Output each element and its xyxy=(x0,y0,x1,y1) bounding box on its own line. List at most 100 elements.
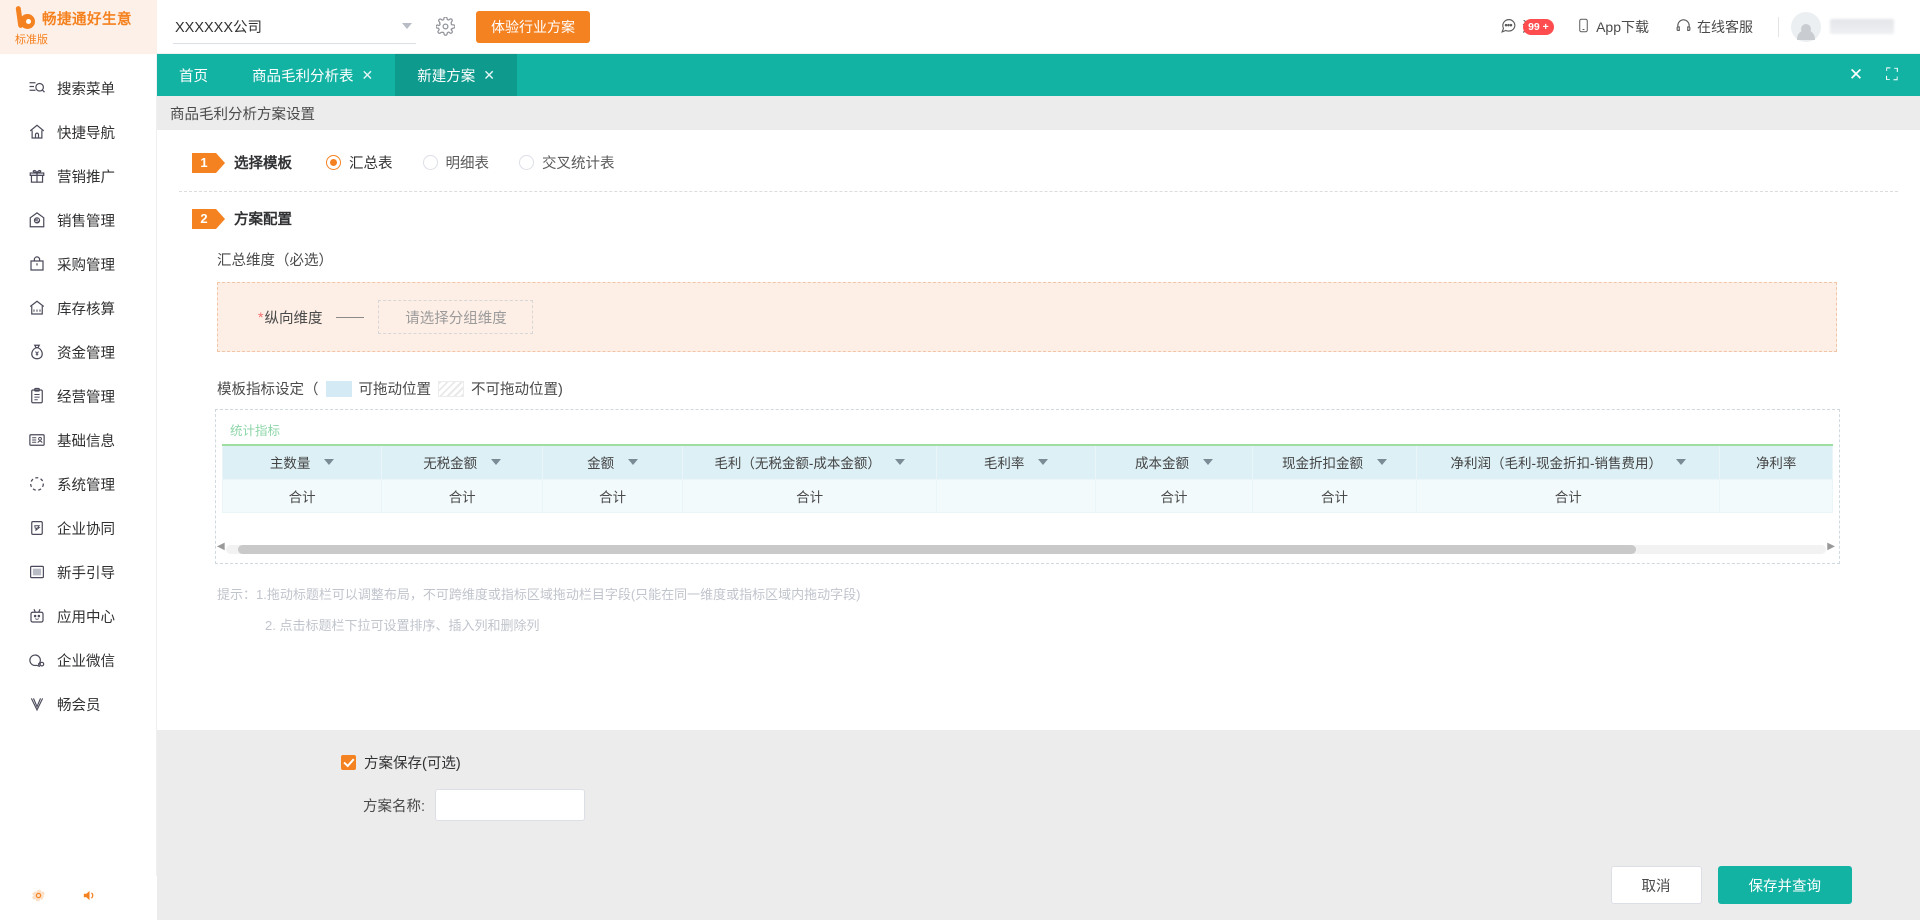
sidebar-item-inventory[interactable]: 库存核算 xyxy=(0,286,156,330)
sidebar-item-operations[interactable]: 经营管理 xyxy=(0,374,156,418)
id-card-icon xyxy=(27,431,46,450)
table-column-header[interactable]: 净利润（毛利-现金折扣-销售费用） xyxy=(1416,444,1721,480)
column-label: 现金折扣金额 xyxy=(1282,456,1363,472)
radio-dot-icon xyxy=(326,155,341,170)
save-plan-checkbox-row[interactable]: 方案保存(可选) xyxy=(341,752,1920,773)
fullscreen-icon[interactable]: ⛶ xyxy=(1886,65,1898,84)
sidebar-item-newbie-guide[interactable]: 新手引导 xyxy=(0,550,156,594)
chevron-down-icon[interactable] xyxy=(1038,459,1049,466)
sidebar-item-collaboration[interactable]: 企业协同 xyxy=(0,506,156,550)
sidebar-item-system[interactable]: 系统管理 xyxy=(0,462,156,506)
sidebar-item-label: 系统管理 xyxy=(57,477,115,494)
sidebar-item-label: 资金管理 xyxy=(57,345,115,362)
sidebar-item-label: 新手引导 xyxy=(57,565,115,582)
sidebar-item-search-menu[interactable]: 搜索菜单 xyxy=(0,66,156,110)
table-column-header[interactable]: 金额 xyxy=(542,444,684,480)
table-column-header[interactable]: 毛利率 xyxy=(936,444,1097,480)
plan-settings-card: 1 选择模板 汇总表 明细表 交叉统计表 xyxy=(157,130,1920,730)
top-header: 畅捷通好生意 标准版 XXXXXX公司 体验行业方案 xyxy=(0,0,1920,54)
table-column-header[interactable]: 现金折扣金额 xyxy=(1251,444,1418,480)
sidebar-item-app-center[interactable]: 应用中心 xyxy=(0,594,156,638)
scroll-right-icon[interactable]: ▶ xyxy=(1827,541,1835,552)
sidebar-item-wechat-work[interactable]: 企业微信 xyxy=(0,638,156,682)
horizontal-scrollbar[interactable]: ◀ ▶ xyxy=(217,541,1835,554)
radio-label: 交叉统计表 xyxy=(542,156,615,172)
sidebar-item-label: 畅会员 xyxy=(57,697,101,714)
checkbox-checked-icon[interactable] xyxy=(341,755,356,770)
messages-button[interactable]: 消息 99 + xyxy=(1487,17,1563,37)
required-star: * xyxy=(258,309,264,325)
tab-label: 商品毛利分析表 xyxy=(252,68,354,85)
chevron-down-icon[interactable] xyxy=(894,459,905,466)
table-column-header[interactable]: 成本金额 xyxy=(1095,444,1253,480)
sidebar-item-sales[interactable]: 销售管理 xyxy=(0,198,156,242)
tab-bar-actions: ✕ ⛶ xyxy=(1838,54,1920,96)
avatar[interactable] xyxy=(1791,11,1821,42)
chevron-down-icon[interactable] xyxy=(324,459,335,466)
plan-name-input[interactable] xyxy=(435,789,586,821)
header-right-actions: 消息 99 + App下载 xyxy=(1487,0,1920,54)
close-icon[interactable]: ✕ xyxy=(361,67,374,83)
table-cell-total: 合计 xyxy=(542,478,684,513)
column-label: 成本金额 xyxy=(1135,456,1190,472)
column-label: 毛利（无税金额-成本金额） xyxy=(714,456,881,472)
sidebar-item-marketing[interactable]: 营销推广 xyxy=(0,154,156,198)
table-column-header[interactable]: 无税金额 xyxy=(381,444,544,480)
tab-home[interactable]: 首页 xyxy=(157,54,230,96)
chevron-down-icon[interactable] xyxy=(491,459,502,466)
chevron-down-icon[interactable] xyxy=(1377,459,1387,466)
sidebar-item-label: 基础信息 xyxy=(57,433,115,450)
settings-dashed-icon xyxy=(27,475,46,494)
tab-bar: 首页 商品毛利分析表 ✕ 新建方案 ✕ ✕ ⛶ xyxy=(157,54,1920,96)
sidebar-item-quick-nav[interactable]: 快捷导航 xyxy=(0,110,156,154)
gear-icon[interactable] xyxy=(434,16,456,38)
close-all-icon[interactable]: ✕ xyxy=(1848,65,1864,84)
step-2-label: 方案配置 xyxy=(234,212,292,228)
chevron-down-icon[interactable] xyxy=(1203,459,1214,466)
table-column-header[interactable]: 毛利（无税金额-成本金额） xyxy=(682,444,938,480)
money-bag-icon xyxy=(27,343,46,362)
sidebar-item-vip[interactable]: 畅会员 xyxy=(0,682,156,726)
sidebar-item-label: 采购管理 xyxy=(57,257,115,274)
not-draggable-swatch-icon xyxy=(438,380,464,397)
page-title: 商品毛利分析方案设置 xyxy=(157,96,1920,130)
column-label: 净利率 xyxy=(1755,456,1797,472)
scroll-left-icon[interactable]: ◀ xyxy=(217,541,225,552)
close-icon[interactable]: ✕ xyxy=(483,67,495,83)
chevron-down-icon[interactable] xyxy=(628,459,639,466)
company-name: XXXXXX公司 xyxy=(175,19,263,36)
table-column-header[interactable]: 净利率 xyxy=(1719,444,1833,480)
experience-industry-plan-button[interactable]: 体验行业方案 xyxy=(476,10,590,43)
dimension-drop-area[interactable]: * 纵向维度 请选择分组维度 xyxy=(217,282,1837,352)
chevron-down-icon[interactable] xyxy=(1676,459,1687,466)
app-download-button[interactable]: App下载 xyxy=(1563,17,1662,37)
tab-new-plan[interactable]: 新建方案 ✕ xyxy=(395,54,517,96)
settings-gear-icon[interactable] xyxy=(30,887,47,909)
cancel-button[interactable]: 取消 xyxy=(1610,866,1702,904)
sidebar-item-basic-info[interactable]: 基础信息 xyxy=(0,418,156,462)
volume-icon[interactable] xyxy=(81,887,98,909)
step-1-label: 选择模板 xyxy=(234,156,292,172)
table-cell-total: 合计 xyxy=(381,478,544,513)
user-name xyxy=(1830,19,1894,34)
table-column-header[interactable]: 主数量 xyxy=(222,444,383,480)
company-select[interactable]: XXXXXX公司 xyxy=(173,10,416,44)
sidebar-item-purchase[interactable]: 采购管理 xyxy=(0,242,156,286)
radio-cross-table[interactable]: 交叉统计表 xyxy=(519,152,615,173)
radio-summary-table[interactable]: 汇总表 xyxy=(326,152,393,173)
hint-prefix: 提示： xyxy=(217,587,257,602)
tab-label: 首页 xyxy=(179,68,208,85)
online-service-button[interactable]: 在线客服 xyxy=(1662,17,1766,37)
radio-detail-table[interactable]: 明细表 xyxy=(422,152,489,173)
select-group-dimension-placeholder[interactable]: 请选择分组维度 xyxy=(378,300,534,334)
scrollbar-thumb[interactable] xyxy=(238,545,1636,554)
tab-gross-profit-report[interactable]: 商品毛利分析表 ✕ xyxy=(230,54,395,96)
template-radio-group: 汇总表 明细表 交叉统计表 xyxy=(326,152,615,173)
sidebar: 搜索菜单 快捷导航 营销推广 xyxy=(0,54,157,920)
sidebar-item-funds[interactable]: 资金管理 xyxy=(0,330,156,374)
step-2-badge: 2 xyxy=(192,208,225,229)
app-center-icon xyxy=(27,607,46,626)
sidebar-item-label: 销售管理 xyxy=(57,213,115,230)
save-and-query-button[interactable]: 保存并查询 xyxy=(1717,866,1852,904)
step-1-row: 1 选择模板 汇总表 明细表 交叉统计表 xyxy=(157,130,1920,173)
